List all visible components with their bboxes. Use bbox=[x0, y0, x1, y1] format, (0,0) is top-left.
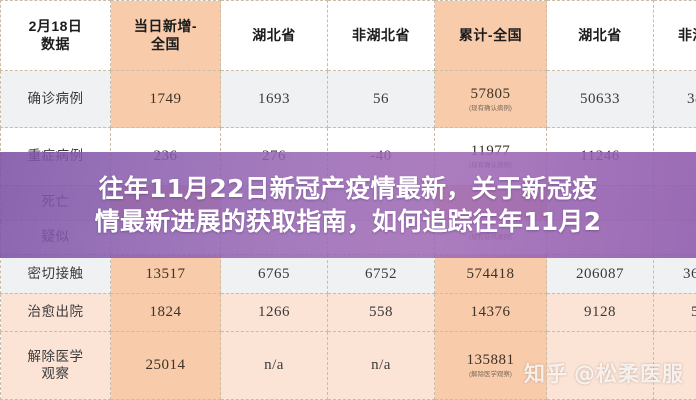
table-row: 密切接触 13517 6765 6752 574418 206087 36833… bbox=[0, 254, 696, 294]
cell-close-contacts-non-hubei-daily: 6752 bbox=[327, 254, 435, 294]
cell-note: (现有确认病例) bbox=[469, 105, 512, 112]
table-row: 确诊病例 1749 1693 56 57805 (现有确认病例) 50633 3… bbox=[0, 70, 696, 129]
row-label-confirmed: 确诊病例 bbox=[0, 70, 111, 129]
cell-recovered-non-hubei-daily: 558 bbox=[327, 292, 435, 333]
table-row: 治愈出院 1824 1266 558 14376 9128 5248 bbox=[0, 292, 696, 333]
cell-confirmed-cumulative-national: 57805 (现有确认病例) bbox=[434, 70, 547, 129]
cell-confirmed-non-hubei-daily: 56 bbox=[327, 70, 435, 129]
cell-close-contacts-non-hubei-cumulative: 368331 bbox=[653, 254, 696, 294]
cell-confirmed-daily-national: 1749 bbox=[110, 70, 221, 129]
cell-recovered-hubei-cumulative: 9128 bbox=[546, 292, 654, 333]
cell-value: 57805 bbox=[470, 86, 511, 103]
overlay-title-line1: 往年11月22日新冠产疫情最新，关于新冠疫 bbox=[98, 173, 598, 203]
row-label-close-contacts: 密切接触 bbox=[0, 254, 111, 294]
overlay-title-banner: 往年11月22日新冠产疫情最新，关于新冠疫 情最新进展的获取指南，如何追踪往年1… bbox=[0, 152, 696, 258]
cell-released-hubei-daily: n/a bbox=[220, 331, 328, 400]
row-label-released-from-observation: 解除医学 观察 bbox=[0, 331, 111, 400]
column-header-date-line2: 数据 bbox=[41, 35, 70, 52]
column-header-hubei-cumulative: 湖北省 bbox=[546, 0, 654, 72]
column-header-cumulative-national: 累计-全国 bbox=[434, 0, 547, 72]
cell-note: (解除医学观察) bbox=[469, 371, 512, 378]
cell-released-cumulative-national: 135881 (解除医学观察) bbox=[434, 331, 547, 400]
column-header-daily-national-line1: 当日新增- bbox=[133, 18, 198, 35]
table-header-row: 2月18日 数据 当日新增- 全国 湖北省 非湖北省 累计-全国 湖北省 非湖北… bbox=[0, 0, 696, 72]
overlay-title-line2: 情最新进展的获取指南，如何追踪往年11月2 bbox=[94, 207, 602, 236]
cell-released-hubei-cumulative bbox=[546, 331, 654, 400]
cell-recovered-daily-national: 1824 bbox=[110, 292, 221, 333]
row-label-line2: 观察 bbox=[41, 365, 70, 381]
cell-released-daily-national: 25014 bbox=[110, 331, 221, 400]
column-header-hubei-daily: 湖北省 bbox=[220, 0, 328, 72]
cell-released-non-hubei-daily: n/a bbox=[327, 331, 435, 400]
column-header-date: 2月18日 数据 bbox=[0, 0, 111, 72]
cell-close-contacts-hubei-daily: 6765 bbox=[220, 254, 328, 294]
cell-confirmed-hubei-cumulative: 50633 bbox=[546, 70, 654, 129]
cell-close-contacts-daily-national: 13517 bbox=[110, 254, 221, 294]
column-header-daily-national-line2: 全国 bbox=[151, 35, 180, 52]
row-label-recovered: 治愈出院 bbox=[0, 292, 111, 333]
cell-confirmed-hubei-daily: 1693 bbox=[220, 70, 328, 129]
cell-confirmed-non-hubei-cumulative: 38020 bbox=[653, 70, 696, 129]
row-label-line1: 解除医学 bbox=[27, 348, 84, 364]
cell-recovered-non-hubei-cumulative: 5248 bbox=[653, 292, 696, 333]
table-row: 解除医学 观察 25014 n/a n/a 135881 (解除医学观察) bbox=[0, 331, 696, 400]
cell-value: 135881 bbox=[466, 352, 515, 369]
column-header-non-hubei-daily: 非湖北省 bbox=[327, 0, 435, 72]
column-header-non-hubei-cumulative: 非湖北省 bbox=[653, 0, 696, 72]
cell-recovered-cumulative-national: 14376 bbox=[434, 292, 547, 333]
column-header-daily-national: 当日新增- 全国 bbox=[110, 0, 221, 72]
cell-close-contacts-cumulative-national: 574418 bbox=[434, 254, 547, 294]
cell-released-non-hubei-cumulative bbox=[653, 331, 696, 400]
column-header-date-line1: 2月18日 bbox=[28, 18, 83, 35]
cell-recovered-hubei-daily: 1266 bbox=[220, 292, 328, 333]
cell-close-contacts-hubei-cumulative: 206087 bbox=[546, 254, 654, 294]
